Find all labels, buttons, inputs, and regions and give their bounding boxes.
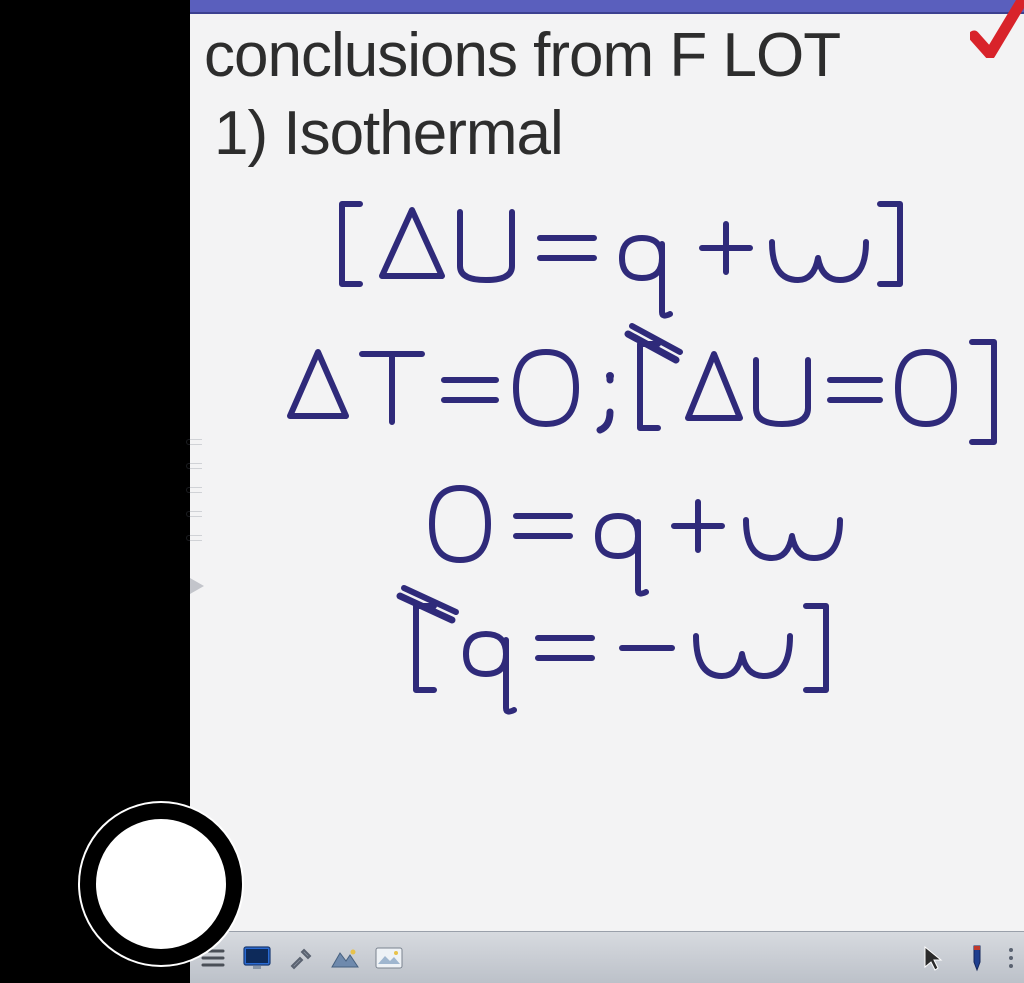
cursor-icon[interactable] bbox=[916, 943, 950, 973]
slide-subtitle: 1) Isothermal bbox=[214, 98, 563, 169]
handwritten-equations bbox=[190, 180, 1024, 780]
whiteboard-taskbar bbox=[190, 931, 1024, 983]
eq-zero-eq-q-plus-w bbox=[432, 488, 840, 594]
capture-shutter-button[interactable] bbox=[80, 803, 242, 965]
whiteboard-slide: conclusions from F LOT 1) Isothermal bbox=[190, 0, 1024, 983]
eq-boxed-du-q-w bbox=[342, 204, 900, 316]
slide-top-bar bbox=[190, 0, 1024, 14]
more-icon[interactable] bbox=[1004, 943, 1018, 973]
slide-title: conclusions from F LOT bbox=[204, 20, 840, 91]
eq-dt-zero-du-zero bbox=[290, 326, 994, 442]
tools-icon[interactable] bbox=[284, 943, 318, 973]
eq-boxed-q-neg-w bbox=[400, 588, 826, 712]
monitor-icon[interactable] bbox=[240, 943, 274, 973]
pen-icon[interactable] bbox=[960, 943, 994, 973]
mountain-icon[interactable] bbox=[328, 943, 362, 973]
red-check-mark bbox=[970, 0, 1024, 58]
image-icon[interactable] bbox=[372, 943, 406, 973]
